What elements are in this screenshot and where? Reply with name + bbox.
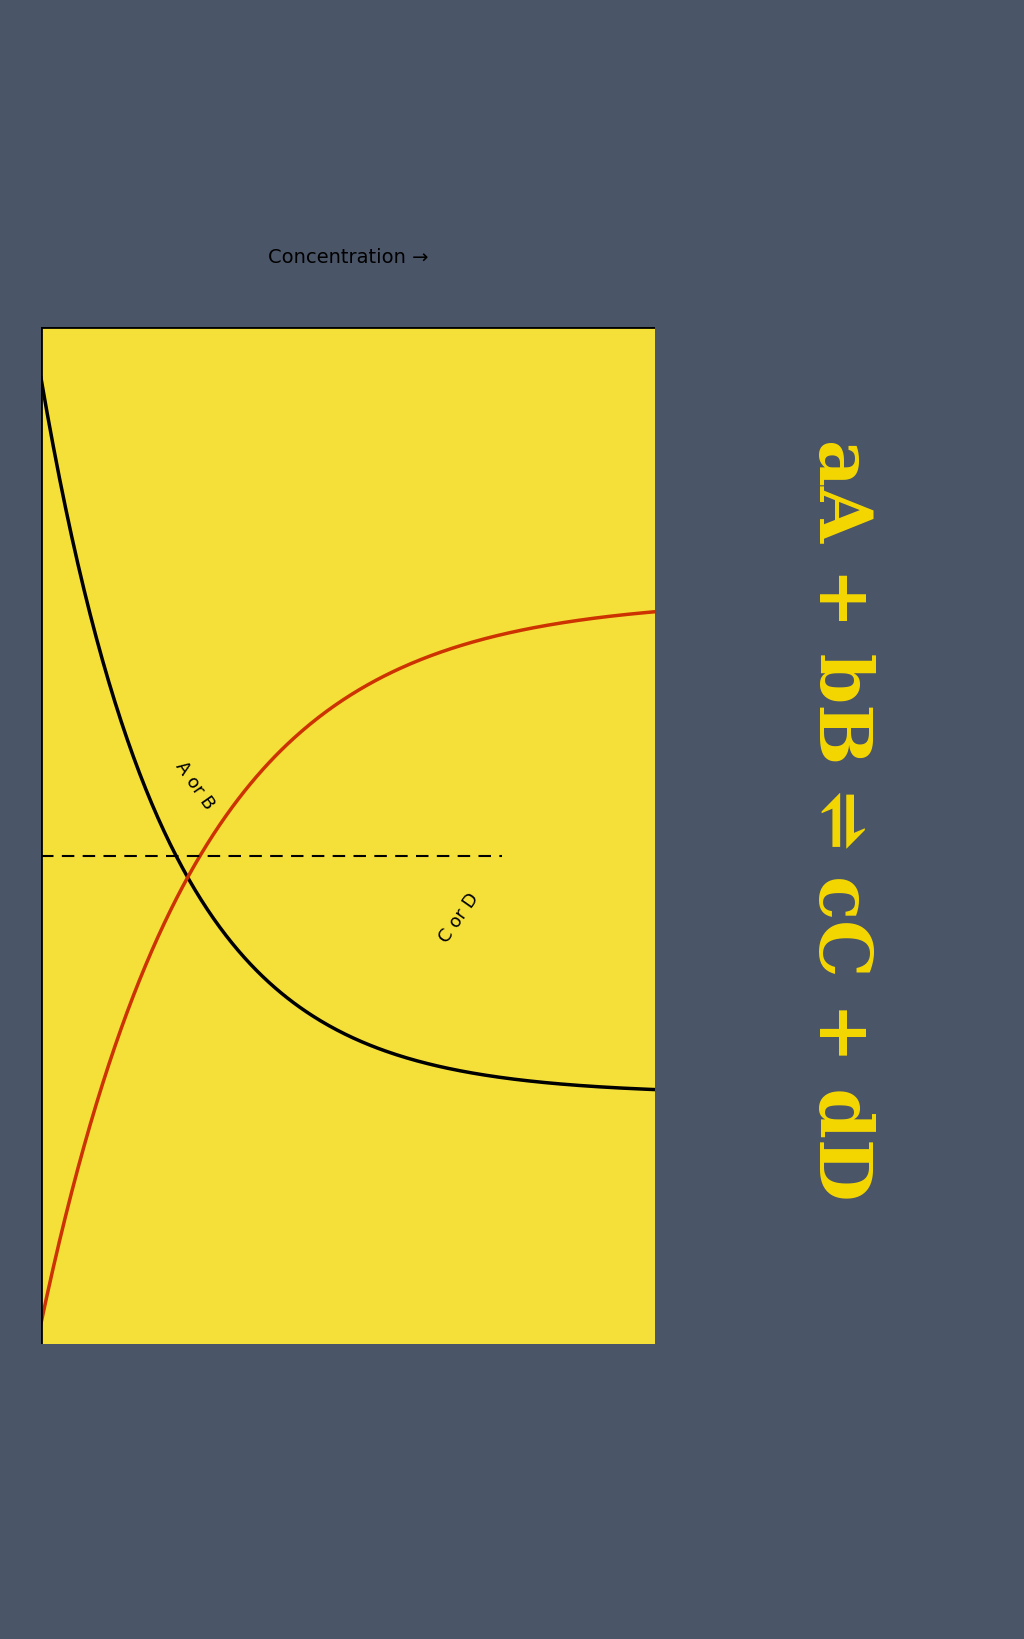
Text: A or B: A or B bbox=[172, 757, 217, 813]
Text: Concentration →: Concentration → bbox=[268, 247, 428, 267]
Text: C or D: C or D bbox=[435, 888, 482, 946]
Text: aA + bB ⇌ cC + dD: aA + bB ⇌ cC + dD bbox=[804, 439, 876, 1200]
